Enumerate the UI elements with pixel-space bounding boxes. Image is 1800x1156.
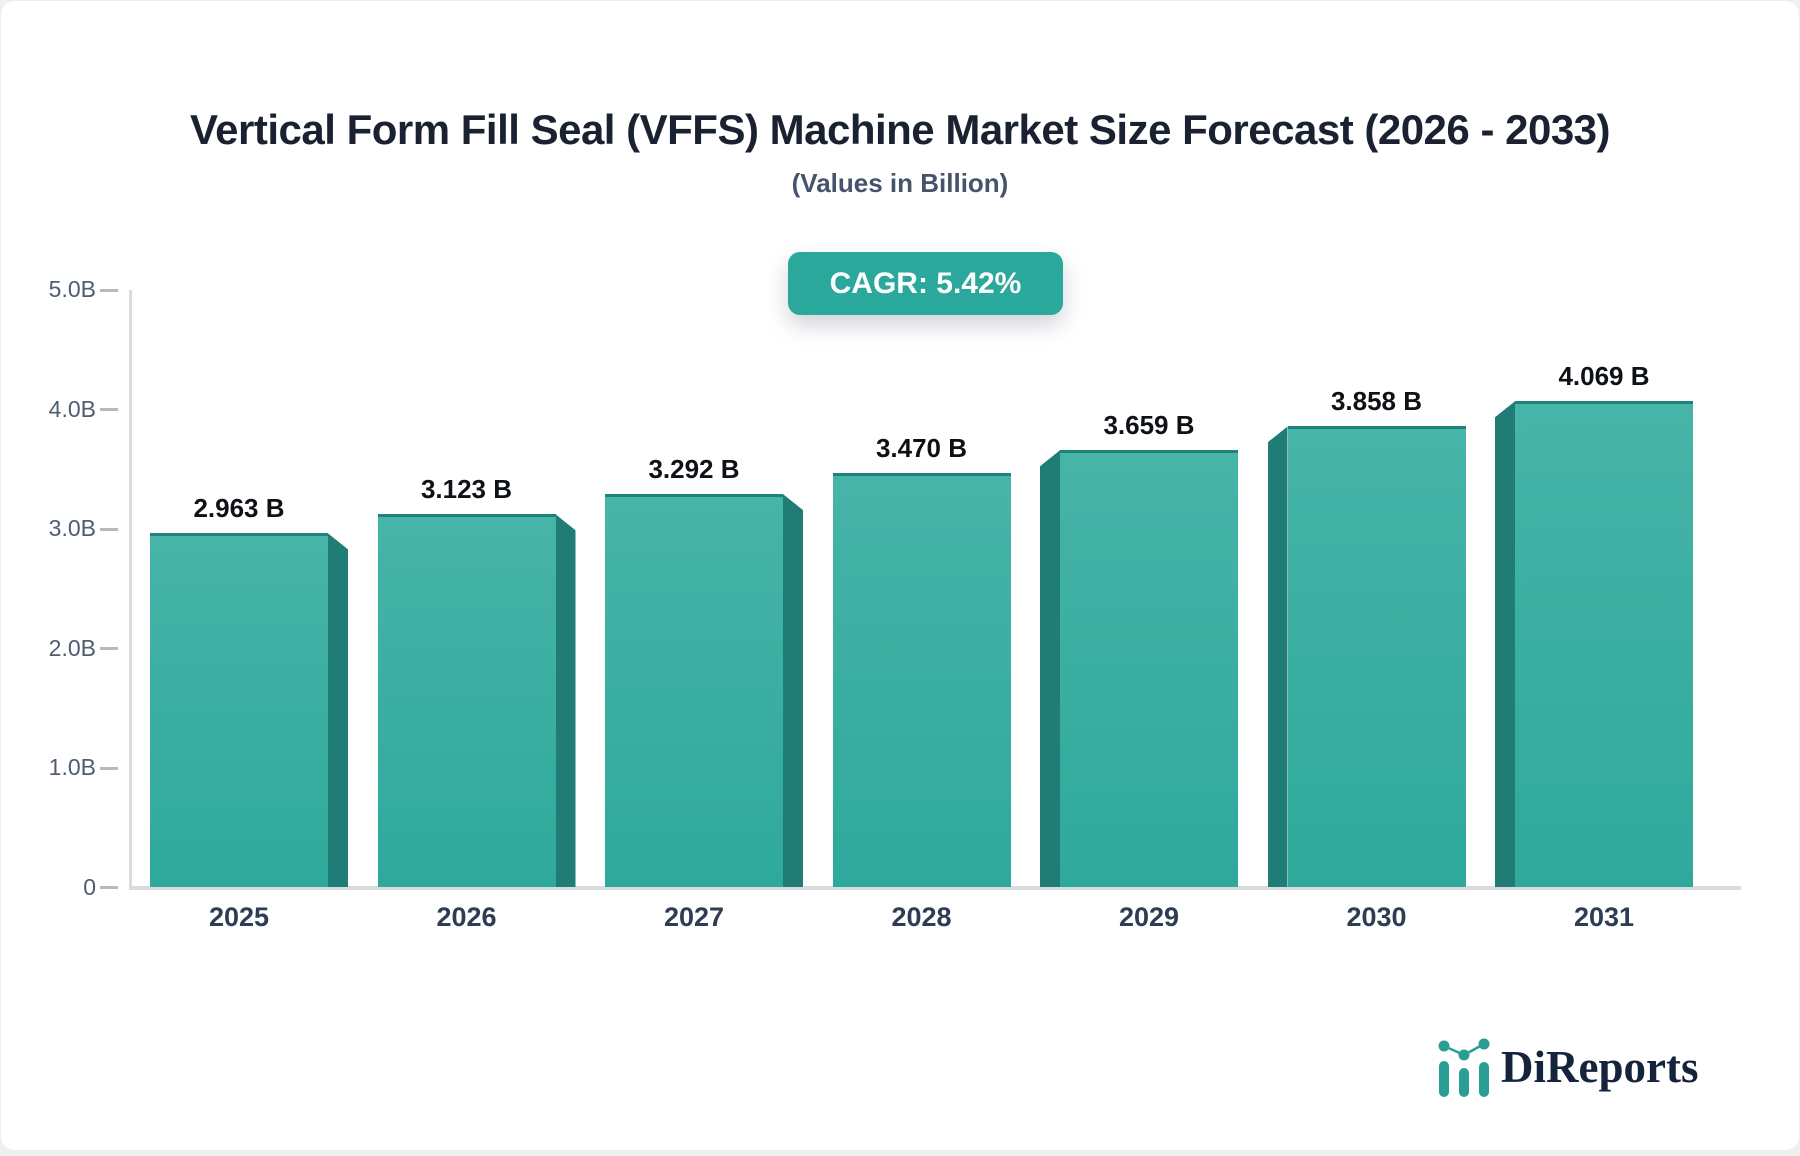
y-axis-tick-label: 2.0B: [48, 634, 96, 661]
x-axis-tick-label: 2029: [1118, 902, 1180, 932]
bar-value-label: 3.470 B: [875, 432, 968, 463]
x-axis-tick-label: 2027: [663, 902, 725, 932]
bar: [1060, 450, 1238, 887]
bar-3d-side: [555, 514, 576, 887]
y-axis-tick-label: 3.0B: [48, 515, 96, 541]
bar: [832, 472, 1011, 887]
bar-3d-side: [1267, 426, 1288, 887]
y-axis-tick-mark: [100, 766, 118, 770]
y-axis-tick-label: 4.0B: [48, 395, 96, 422]
bar: [150, 533, 328, 887]
bar: [605, 494, 783, 887]
bar-value-label: 3.292 B: [648, 454, 740, 485]
y-axis-tick-mark: [100, 408, 118, 411]
logo-text: DiReports: [1501, 1042, 1699, 1092]
bar-3d-side: [1040, 450, 1060, 887]
y-axis-tick-mark: [100, 288, 118, 292]
bar: [1287, 426, 1466, 887]
y-axis-tick-mark: [100, 886, 118, 889]
bar-value-label: 3.659 B: [1103, 410, 1195, 441]
x-axis-tick-label: 2025: [208, 902, 270, 932]
bar-value-label: 2.963 B: [193, 493, 285, 524]
x-axis-baseline: [129, 886, 1741, 890]
bar-value-label: 3.123 B: [420, 474, 513, 505]
chart-title: Vertical Form Fill Seal (VFFS) Machine M…: [189, 106, 1611, 153]
chart-subtitle: (Values in Billion): [791, 168, 1009, 198]
bar: [1515, 401, 1693, 887]
cagr-badge-label: CAGR: 5.42%: [829, 266, 1022, 300]
x-axis-tick-label: 2028: [891, 902, 952, 932]
bar-3d-side: [328, 533, 348, 887]
bar-value-label: 3.858 B: [1330, 386, 1423, 417]
bar-chart-logo-icon: [1438, 1038, 1490, 1097]
bar-3d-side: [783, 494, 803, 887]
x-axis-tick-label: 2030: [1346, 902, 1407, 932]
y-axis-tick-label: 0: [83, 873, 96, 900]
y-axis-line: [129, 290, 132, 888]
y-axis-tick-label: 1.0B: [48, 754, 96, 780]
bar: [377, 514, 556, 887]
direports-logo: DiReports: [1437, 1035, 1698, 1099]
y-axis-tick-label: 5.0B: [48, 276, 96, 302]
y-axis-tick-mark: [100, 527, 118, 531]
cagr-badge: CAGR: 5.42%: [788, 252, 1063, 315]
y-axis-tick-mark: [100, 647, 118, 650]
bar-value-label: 4.069 B: [1558, 361, 1650, 392]
x-axis-tick-label: 2031: [1573, 902, 1635, 932]
bar-3d-side: [1495, 401, 1515, 887]
x-axis-tick-label: 2026: [436, 902, 497, 932]
